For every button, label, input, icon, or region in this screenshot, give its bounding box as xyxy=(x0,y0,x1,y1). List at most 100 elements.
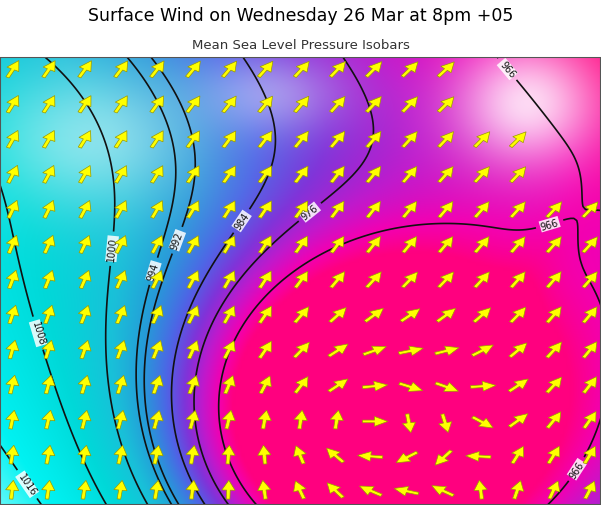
FancyArrow shape xyxy=(42,340,55,359)
FancyArrow shape xyxy=(294,377,308,394)
FancyArrow shape xyxy=(396,451,418,463)
FancyArrow shape xyxy=(546,272,561,288)
FancyArrow shape xyxy=(364,309,383,323)
FancyArrow shape xyxy=(7,166,19,184)
FancyArrow shape xyxy=(150,131,163,149)
FancyArrow shape xyxy=(471,345,493,357)
FancyArrow shape xyxy=(398,382,423,392)
Text: 1016: 1016 xyxy=(16,471,38,497)
FancyArrow shape xyxy=(114,376,127,394)
FancyArrow shape xyxy=(258,307,272,324)
FancyArrow shape xyxy=(401,272,418,288)
FancyArrow shape xyxy=(223,306,235,324)
FancyArrow shape xyxy=(511,446,523,464)
FancyArrow shape xyxy=(582,237,597,254)
FancyArrow shape xyxy=(222,480,235,499)
Text: 992: 992 xyxy=(169,230,185,251)
FancyArrow shape xyxy=(222,236,235,254)
FancyArrow shape xyxy=(509,343,527,358)
FancyArrow shape xyxy=(437,63,454,78)
Text: 994: 994 xyxy=(146,262,161,282)
FancyArrow shape xyxy=(473,308,491,323)
FancyArrow shape xyxy=(114,341,127,359)
FancyArrow shape xyxy=(114,306,127,324)
FancyArrow shape xyxy=(294,201,308,219)
FancyArrow shape xyxy=(114,480,127,499)
FancyArrow shape xyxy=(258,341,271,359)
FancyArrow shape xyxy=(359,486,382,496)
FancyArrow shape xyxy=(582,412,596,429)
FancyArrow shape xyxy=(186,167,199,184)
FancyArrow shape xyxy=(398,346,423,356)
FancyArrow shape xyxy=(365,132,381,148)
FancyArrow shape xyxy=(43,236,55,254)
FancyArrow shape xyxy=(330,167,344,184)
FancyArrow shape xyxy=(150,376,163,394)
FancyArrow shape xyxy=(362,381,388,391)
FancyArrow shape xyxy=(222,376,235,394)
FancyArrow shape xyxy=(78,96,91,114)
FancyArrow shape xyxy=(474,167,489,183)
FancyArrow shape xyxy=(293,62,309,78)
FancyArrow shape xyxy=(222,411,235,429)
FancyArrow shape xyxy=(583,446,596,464)
FancyArrow shape xyxy=(436,309,456,323)
FancyArrow shape xyxy=(258,411,271,429)
Text: 966: 966 xyxy=(540,217,560,232)
FancyArrow shape xyxy=(186,411,199,429)
FancyArrow shape xyxy=(42,96,55,114)
FancyArrow shape xyxy=(401,132,417,148)
FancyArrow shape xyxy=(150,166,163,184)
FancyArrow shape xyxy=(115,271,127,289)
FancyArrow shape xyxy=(474,202,489,219)
FancyArrow shape xyxy=(114,166,127,184)
FancyArrow shape xyxy=(222,132,236,148)
FancyArrow shape xyxy=(6,96,19,114)
FancyArrow shape xyxy=(510,272,525,288)
FancyArrow shape xyxy=(582,377,597,394)
FancyArrow shape xyxy=(294,481,306,499)
FancyArrow shape xyxy=(363,346,386,356)
FancyArrow shape xyxy=(330,411,343,429)
FancyArrow shape xyxy=(78,480,91,499)
FancyArrow shape xyxy=(402,237,416,254)
FancyArrow shape xyxy=(187,236,199,254)
FancyArrow shape xyxy=(114,62,128,79)
FancyArrow shape xyxy=(221,62,237,78)
FancyArrow shape xyxy=(366,202,380,219)
FancyArrow shape xyxy=(401,167,417,183)
FancyArrow shape xyxy=(400,309,420,323)
FancyArrow shape xyxy=(546,377,561,393)
FancyArrow shape xyxy=(365,272,381,288)
FancyArrow shape xyxy=(186,201,199,219)
FancyArrow shape xyxy=(150,411,163,429)
FancyArrow shape xyxy=(366,167,380,184)
FancyArrow shape xyxy=(43,201,55,219)
FancyArrow shape xyxy=(365,97,382,114)
FancyArrow shape xyxy=(582,203,598,218)
FancyArrow shape xyxy=(326,448,344,463)
FancyArrow shape xyxy=(474,272,489,288)
FancyArrow shape xyxy=(329,308,346,323)
FancyArrow shape xyxy=(150,62,164,79)
FancyArrow shape xyxy=(438,167,453,183)
FancyArrow shape xyxy=(439,414,451,433)
FancyArrow shape xyxy=(186,132,200,149)
FancyArrow shape xyxy=(472,416,493,428)
FancyArrow shape xyxy=(150,480,163,499)
FancyArrow shape xyxy=(329,62,346,78)
FancyArrow shape xyxy=(582,272,597,288)
FancyArrow shape xyxy=(114,131,127,149)
FancyArrow shape xyxy=(6,271,19,289)
FancyArrow shape xyxy=(6,340,19,359)
FancyArrow shape xyxy=(115,201,127,219)
FancyArrow shape xyxy=(403,414,415,433)
FancyArrow shape xyxy=(78,445,91,464)
FancyArrow shape xyxy=(222,97,236,114)
FancyArrow shape xyxy=(466,451,491,462)
FancyArrow shape xyxy=(78,62,91,79)
Text: 1000: 1000 xyxy=(106,236,118,262)
FancyArrow shape xyxy=(42,271,55,289)
FancyArrow shape xyxy=(546,412,561,429)
FancyArrow shape xyxy=(474,480,487,499)
